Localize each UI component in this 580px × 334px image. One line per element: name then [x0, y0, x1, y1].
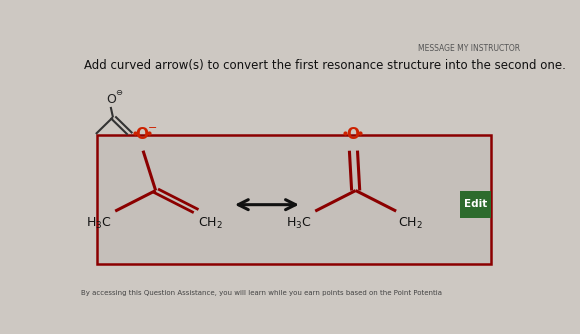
Text: H$_3$C: H$_3$C: [86, 216, 111, 231]
FancyBboxPatch shape: [460, 190, 491, 217]
Text: Edit: Edit: [463, 199, 487, 209]
Text: O: O: [346, 128, 359, 142]
Text: O: O: [136, 128, 148, 142]
Text: O: O: [106, 93, 115, 106]
Text: Add curved arrow(s) to convert the first resonance structure into the second one: Add curved arrow(s) to convert the first…: [84, 59, 566, 72]
Text: By accessing this Question Assistance, you will learn while you earn points base: By accessing this Question Assistance, y…: [81, 290, 443, 296]
Text: MESSAGE MY INSTRUCTOR: MESSAGE MY INSTRUCTOR: [418, 44, 520, 53]
FancyBboxPatch shape: [97, 135, 491, 264]
Text: −: −: [148, 123, 158, 133]
Text: ⊖: ⊖: [115, 88, 122, 97]
Text: H$_3$C: H$_3$C: [286, 216, 311, 231]
Text: CH$_2$: CH$_2$: [398, 216, 423, 231]
Text: CH$_2$: CH$_2$: [198, 216, 223, 231]
